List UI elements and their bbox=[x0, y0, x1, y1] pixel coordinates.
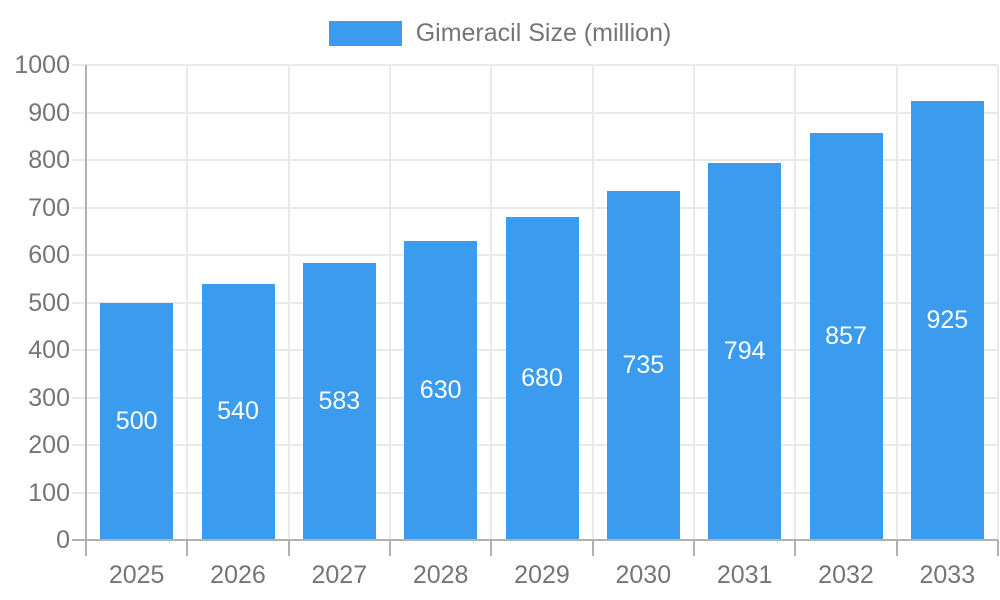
gridline-vertical bbox=[490, 65, 492, 540]
x-axis-tick-label: 2032 bbox=[818, 561, 874, 589]
gridline-vertical bbox=[794, 65, 796, 540]
x-axis-tick-label: 2029 bbox=[514, 561, 570, 589]
x-axis-tick bbox=[288, 540, 290, 556]
gridline-horizontal bbox=[72, 64, 998, 66]
y-axis-tick-label: 1000 bbox=[14, 51, 70, 79]
x-axis-tick-label: 2031 bbox=[716, 561, 773, 589]
legend-item[interactable]: Gimeracil Size (million) bbox=[0, 18, 1000, 48]
y-axis-tick-label: 400 bbox=[28, 336, 70, 364]
gridline-vertical bbox=[693, 65, 695, 540]
x-axis-tick bbox=[896, 540, 898, 556]
y-axis-tick-label: 500 bbox=[28, 289, 70, 317]
bar[interactable]: 583 bbox=[302, 263, 376, 540]
bar-value-label: 925 bbox=[926, 305, 969, 334]
y-axis-tick-label: 100 bbox=[28, 479, 70, 507]
gridline-vertical bbox=[186, 65, 188, 540]
x-axis-tick bbox=[693, 540, 695, 556]
y-axis-tick-label: 0 bbox=[56, 526, 70, 554]
bar[interactable]: 630 bbox=[404, 240, 478, 540]
y-axis-tick-label: 200 bbox=[28, 431, 70, 459]
x-axis-tick bbox=[997, 540, 999, 556]
bar[interactable]: 794 bbox=[708, 162, 782, 540]
x-axis-tick-label: 2030 bbox=[615, 561, 672, 589]
y-axis-tick-label: 800 bbox=[28, 146, 70, 174]
x-axis-tick-label: 2027 bbox=[311, 561, 368, 589]
bar-value-label: 735 bbox=[622, 350, 665, 379]
gridline-horizontal bbox=[72, 207, 998, 209]
x-axis-tick-label: 2028 bbox=[412, 561, 469, 589]
bar-value-label: 680 bbox=[521, 364, 563, 392]
gridline-vertical bbox=[997, 65, 999, 540]
bar[interactable]: 857 bbox=[809, 132, 883, 540]
gridline-vertical bbox=[896, 65, 898, 540]
x-axis-line bbox=[72, 539, 998, 541]
bar-value-label: 857 bbox=[825, 321, 867, 350]
bar-value-label: 794 bbox=[723, 336, 766, 365]
bar[interactable]: 500 bbox=[100, 302, 174, 540]
x-axis-tick bbox=[592, 540, 594, 556]
gridline-horizontal bbox=[72, 159, 998, 161]
bar[interactable]: 540 bbox=[201, 283, 275, 540]
y-axis-tick-label: 300 bbox=[28, 384, 70, 412]
y-axis-tick-label: 600 bbox=[28, 241, 70, 269]
y-axis-tick-label: 900 bbox=[28, 99, 70, 127]
gridline-vertical bbox=[592, 65, 594, 540]
x-axis-tick bbox=[389, 540, 391, 556]
bar-value-label: 583 bbox=[318, 387, 361, 416]
bar-value-label: 630 bbox=[419, 375, 462, 404]
y-axis-line bbox=[85, 65, 87, 540]
gridline-vertical bbox=[389, 65, 391, 540]
x-axis-tick bbox=[186, 540, 188, 556]
x-axis-tick-label: 2025 bbox=[108, 561, 165, 589]
legend-label: Gimeracil Size (million) bbox=[415, 19, 672, 47]
gridline-horizontal bbox=[72, 112, 998, 114]
bar[interactable]: 925 bbox=[910, 100, 984, 540]
x-axis-tick-label: 2026 bbox=[210, 561, 266, 589]
bar[interactable]: 680 bbox=[505, 217, 579, 540]
x-axis-tick-label: 2033 bbox=[919, 561, 976, 589]
gridline-vertical bbox=[288, 65, 290, 540]
x-axis-tick bbox=[85, 540, 87, 556]
y-axis-tick-label: 700 bbox=[28, 194, 70, 222]
bar-value-label: 500 bbox=[115, 406, 158, 435]
x-axis-tick bbox=[794, 540, 796, 556]
x-axis-tick bbox=[490, 540, 492, 556]
legend-color-swatch bbox=[328, 20, 402, 46]
bar-value-label: 540 bbox=[217, 397, 259, 426]
bar[interactable]: 735 bbox=[606, 190, 680, 540]
